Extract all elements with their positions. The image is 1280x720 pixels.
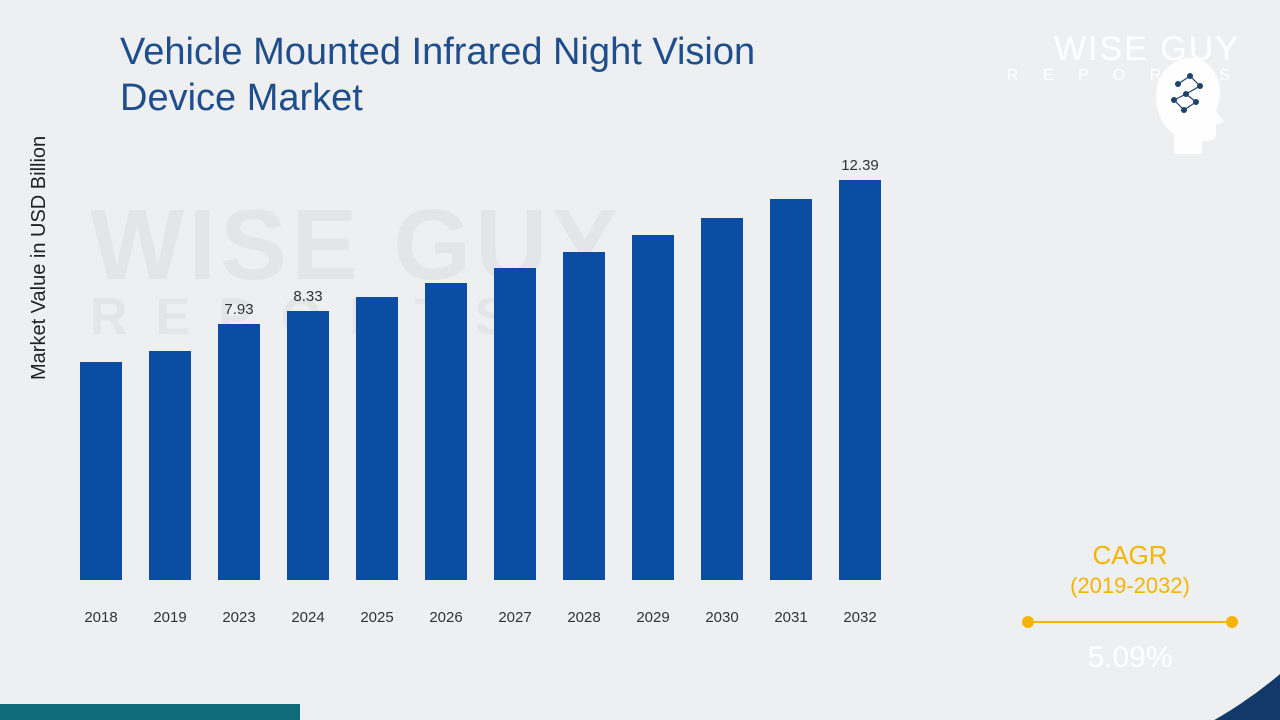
x-tick-label: 2030 bbox=[705, 609, 738, 626]
bar bbox=[701, 218, 743, 580]
bar bbox=[632, 235, 674, 580]
bar bbox=[425, 283, 467, 580]
x-tick-label: 2026 bbox=[429, 609, 462, 626]
bar bbox=[218, 324, 260, 580]
bar bbox=[356, 297, 398, 580]
cagr-value: 5.09% bbox=[1020, 641, 1240, 675]
bar bbox=[770, 199, 812, 580]
infographic-stage: WISE GUY REPORTS Vehicle Mounted Infrare… bbox=[0, 0, 1280, 720]
bar bbox=[494, 268, 536, 580]
x-tick-label: 2019 bbox=[153, 609, 186, 626]
x-tick-label: 2032 bbox=[843, 609, 876, 626]
cagr-subtitle: (2019-2032) bbox=[1020, 573, 1240, 599]
bar bbox=[563, 252, 605, 580]
bar-chart: 7.938.3312.39 20182019202320242025202620… bbox=[80, 160, 910, 600]
cagr-divider bbox=[1028, 621, 1232, 623]
footer-accent-bar bbox=[0, 704, 300, 720]
bar bbox=[839, 180, 881, 580]
chart-title: Vehicle Mounted Infrared Night Vision De… bbox=[120, 30, 760, 121]
x-tick-label: 2018 bbox=[84, 609, 117, 626]
x-tick-label: 2023 bbox=[222, 609, 255, 626]
x-tick-label: 2025 bbox=[360, 609, 393, 626]
bar bbox=[80, 362, 122, 580]
bar bbox=[287, 311, 329, 580]
x-tick-label: 2029 bbox=[636, 609, 669, 626]
x-tick-label: 2028 bbox=[567, 609, 600, 626]
x-axis: 2018 2019 2023 2024 2025 2026 2027 2028 2029 2030… bbox=[80, 600, 910, 626]
plot-area: 7.93 8.33 12.39 bbox=[80, 160, 910, 580]
cagr-block: CAGR (2019-2032) 5.09% bbox=[1020, 540, 1240, 675]
x-tick-label: 2031 bbox=[774, 609, 807, 626]
y-axis-label: Market Value in USD Billion bbox=[28, 136, 51, 380]
cagr-title: CAGR bbox=[1020, 540, 1240, 571]
bar-value-label: 8.33 bbox=[278, 288, 338, 305]
brand-logo: WISE GUY R E P O R T S bbox=[980, 30, 1240, 85]
x-tick-label: 2027 bbox=[498, 609, 531, 626]
logo-head-icon bbox=[1146, 56, 1226, 156]
bar-value-label: 12.39 bbox=[830, 157, 890, 174]
bar bbox=[149, 351, 191, 580]
bar-value-label: 7.93 bbox=[209, 301, 269, 318]
x-tick-label: 2024 bbox=[291, 609, 324, 626]
